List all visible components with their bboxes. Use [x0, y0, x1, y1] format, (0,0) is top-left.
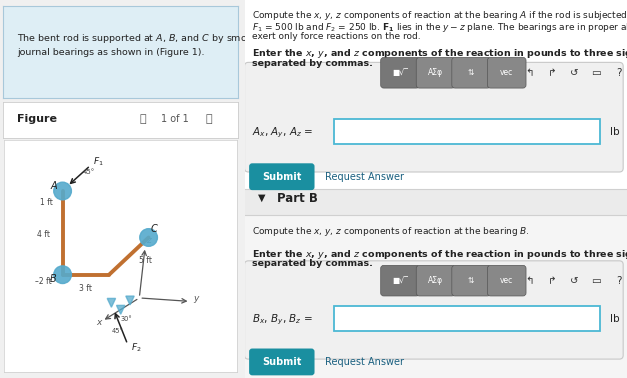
FancyBboxPatch shape	[452, 57, 490, 88]
Text: 45°: 45°	[82, 169, 95, 175]
Text: ▭: ▭	[591, 276, 601, 286]
Text: $F_2$: $F_2$	[131, 341, 142, 354]
Text: ↱: ↱	[547, 68, 556, 78]
Text: ΑΣφ: ΑΣφ	[428, 68, 443, 77]
FancyBboxPatch shape	[381, 57, 419, 88]
FancyBboxPatch shape	[245, 261, 623, 359]
Text: 1 ft: 1 ft	[41, 198, 53, 207]
Text: x: x	[97, 318, 102, 327]
Text: ↱: ↱	[547, 276, 556, 286]
Circle shape	[54, 266, 71, 284]
Text: exert only force reactions on the rod.: exert only force reactions on the rod.	[252, 32, 421, 41]
Text: separated by commas.: separated by commas.	[252, 59, 373, 68]
Text: Enter the $x$, $y$, and $z$ components of the reaction in pounds to three signif: Enter the $x$, $y$, and $z$ components o…	[252, 47, 627, 60]
Polygon shape	[126, 296, 134, 305]
Text: Request Answer: Request Answer	[325, 357, 404, 367]
Text: 5 ft: 5 ft	[139, 256, 152, 265]
FancyBboxPatch shape	[245, 62, 623, 172]
Text: 1 of 1: 1 of 1	[161, 114, 189, 124]
Text: Figure: Figure	[18, 114, 57, 124]
Text: 45°: 45°	[112, 328, 124, 334]
Text: vec: vec	[500, 68, 514, 77]
Text: ⇅: ⇅	[468, 276, 475, 285]
Text: 〉: 〉	[206, 114, 212, 124]
Text: y: y	[192, 294, 198, 304]
FancyBboxPatch shape	[381, 265, 419, 296]
Text: ?: ?	[616, 68, 621, 78]
FancyBboxPatch shape	[249, 349, 315, 375]
Text: $F_1$ = 500 lb and $F_2$ = 250 lb. $\mathbf{F_1}$ lies in the $y - z$ plane. The: $F_1$ = 500 lb and $F_2$ = 250 lb. $\mat…	[252, 21, 627, 34]
Text: 3 ft: 3 ft	[79, 284, 92, 293]
Text: vec: vec	[500, 276, 514, 285]
Text: A: A	[51, 181, 58, 191]
Text: ▭: ▭	[591, 68, 601, 78]
Text: lb: lb	[610, 314, 619, 324]
Text: Request Answer: Request Answer	[325, 172, 404, 182]
Text: ?: ?	[616, 276, 621, 286]
Bar	[245, 189, 627, 215]
Text: separated by commas.: separated by commas.	[252, 259, 373, 268]
Text: $B_x$, $B_y$, $B_z$ =: $B_x$, $B_y$, $B_z$ =	[252, 312, 313, 327]
Text: ↰: ↰	[525, 276, 534, 286]
Bar	[245, 215, 627, 378]
Text: ↰: ↰	[525, 68, 534, 78]
Text: ↺: ↺	[570, 68, 579, 78]
Text: ▼: ▼	[258, 193, 265, 203]
FancyBboxPatch shape	[452, 265, 490, 296]
Text: lb: lb	[610, 127, 619, 137]
FancyBboxPatch shape	[416, 265, 455, 296]
FancyBboxPatch shape	[334, 306, 600, 331]
Text: $A_x$, $A_y$, $A_z$ =: $A_x$, $A_y$, $A_z$ =	[252, 125, 314, 139]
Polygon shape	[107, 298, 115, 307]
Text: 〈: 〈	[139, 114, 146, 124]
FancyBboxPatch shape	[487, 265, 526, 296]
Text: B: B	[50, 274, 56, 284]
Text: ΑΣφ: ΑΣφ	[428, 276, 443, 285]
Text: ⇅: ⇅	[468, 68, 475, 77]
Text: Submit: Submit	[262, 357, 302, 367]
Polygon shape	[117, 305, 125, 314]
Text: The bent rod is supported at $A$, $B$, and $C$ by smooth
journal bearings as sho: The bent rod is supported at $A$, $B$, a…	[18, 32, 263, 57]
FancyBboxPatch shape	[334, 119, 600, 144]
Text: Part B: Part B	[277, 192, 318, 205]
FancyBboxPatch shape	[416, 57, 455, 88]
Text: Compute the $x$, $y$, $z$ components of reaction at the bearing $B$.: Compute the $x$, $y$, $z$ components of …	[252, 225, 530, 238]
Text: 4 ft: 4 ft	[37, 231, 50, 240]
Text: C: C	[151, 224, 157, 234]
Text: 30°: 30°	[120, 316, 132, 322]
Text: ■√‾: ■√‾	[392, 276, 408, 285]
Text: $F_1$: $F_1$	[93, 155, 103, 168]
Text: z: z	[146, 236, 151, 245]
Text: Enter the $x$, $y$, and $z$ components of the reaction in pounds to three signif: Enter the $x$, $y$, and $z$ components o…	[252, 248, 627, 260]
Text: –2 ft: –2 ft	[34, 277, 51, 286]
Text: ■√‾: ■√‾	[392, 68, 408, 77]
FancyBboxPatch shape	[249, 163, 315, 190]
Text: Compute the $x$, $y$, $z$ components of reaction at the bearing $A$ if the rod i: Compute the $x$, $y$, $z$ components of …	[252, 9, 627, 22]
Circle shape	[140, 229, 157, 246]
Text: Submit: Submit	[262, 172, 302, 182]
Text: ↺: ↺	[570, 276, 579, 286]
Circle shape	[54, 182, 71, 200]
FancyBboxPatch shape	[487, 57, 526, 88]
